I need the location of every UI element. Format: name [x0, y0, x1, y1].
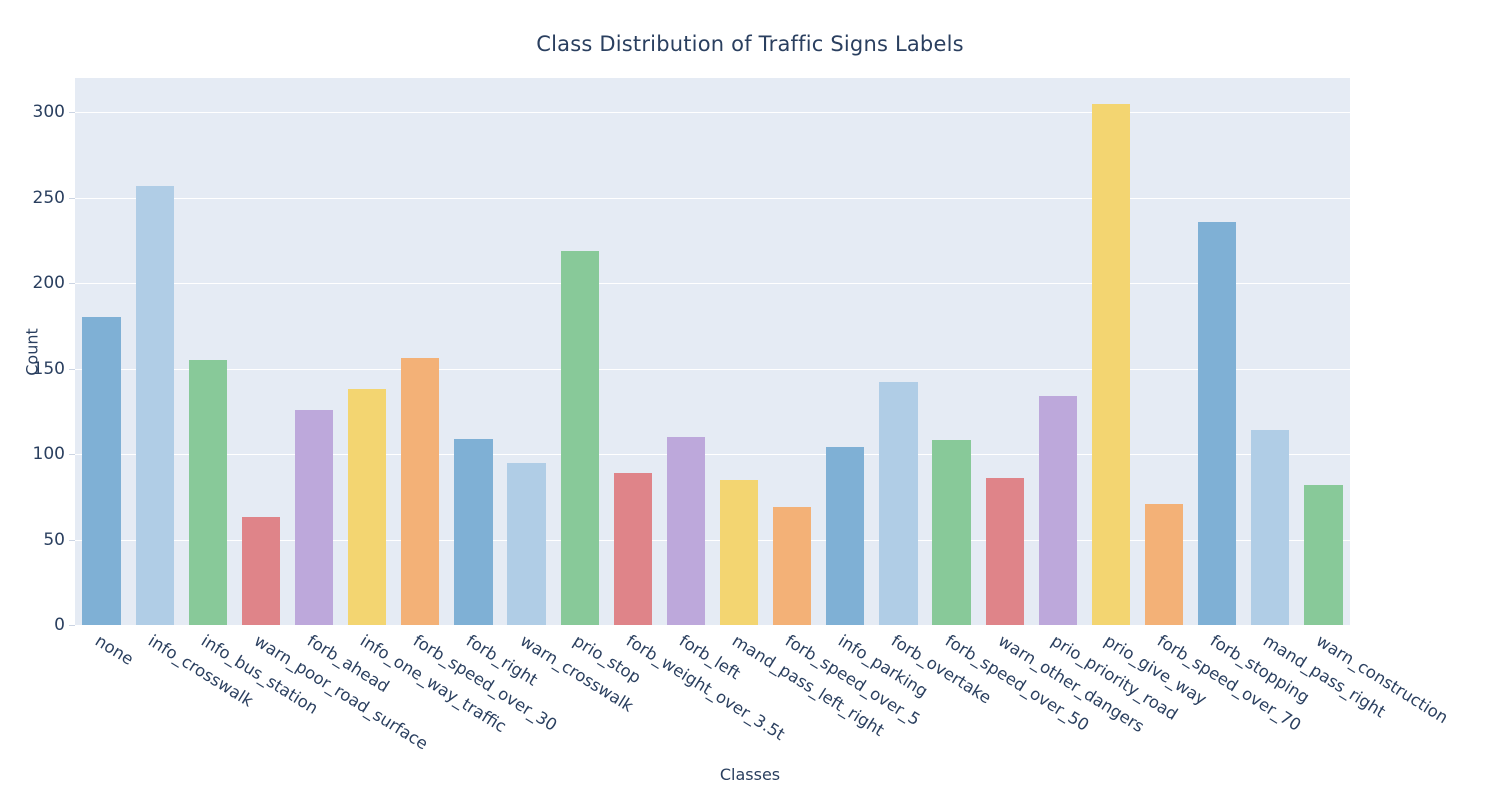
bar[interactable]: [1304, 484, 1343, 625]
bar-slot: [872, 78, 925, 625]
x-axis-title: Classes: [719, 765, 781, 784]
plot-area: [75, 78, 1350, 626]
bar[interactable]: [719, 479, 759, 625]
y-tick-label: 250: [32, 187, 65, 208]
bar-slot: [394, 78, 447, 625]
bar-slot: [288, 78, 341, 625]
gridline: [75, 539, 1350, 541]
y-tick-label: 50: [43, 529, 65, 550]
bar[interactable]: [82, 317, 121, 625]
bar[interactable]: [1144, 503, 1184, 625]
bar-slot: [181, 78, 234, 625]
bar-slot: [819, 78, 872, 625]
bar[interactable]: [1091, 103, 1131, 625]
bar[interactable]: [1251, 430, 1290, 625]
bar-slot: [75, 78, 128, 625]
y-tick-label: 0: [54, 615, 65, 635]
bar-slot: [1244, 78, 1297, 625]
y-tick-mark: [69, 625, 75, 626]
y-tick-mark: [69, 368, 75, 370]
bar[interactable]: [932, 440, 971, 625]
bar[interactable]: [241, 517, 281, 625]
bar-slot: [659, 78, 712, 625]
bar[interactable]: [1198, 221, 1237, 625]
y-tick-mark: [69, 197, 75, 199]
y-axis: Count 0 50 100 150 200 250 300: [0, 78, 75, 635]
bar-slot: [766, 78, 819, 625]
y-tick-label: 200: [32, 273, 65, 294]
bar-slot: [447, 78, 500, 625]
bar-slot: [234, 78, 287, 625]
bar[interactable]: [507, 462, 546, 625]
bar-slot: [1031, 78, 1084, 625]
y-axis-title: Count: [22, 327, 42, 376]
bar[interactable]: [560, 250, 599, 625]
bar[interactable]: [826, 447, 865, 625]
bar-slot: [925, 78, 978, 625]
y-tick-mark: [69, 454, 75, 456]
bar[interactable]: [613, 472, 652, 625]
bar-series: [75, 78, 1350, 625]
bar-slot: [341, 78, 394, 625]
bar[interactable]: [1038, 395, 1077, 625]
y-tick-mark: [69, 539, 75, 541]
bar[interactable]: [454, 438, 493, 625]
bar[interactable]: [348, 389, 387, 625]
bar-slot: [606, 78, 659, 625]
gridline: [75, 197, 1350, 199]
bar-slot: [553, 78, 606, 625]
bar[interactable]: [985, 478, 1024, 625]
page-title: Class Distribution of Traffic Signs Labe…: [536, 32, 964, 56]
bar-slot: [1084, 78, 1137, 625]
x-tick-label: none: [91, 631, 137, 669]
y-tick-mark: [69, 283, 75, 285]
gridline: [75, 625, 1350, 626]
bar-slot: [1297, 78, 1350, 625]
bar-slot: [1138, 78, 1191, 625]
bar[interactable]: [401, 358, 440, 625]
gridline: [75, 283, 1350, 285]
bar[interactable]: [666, 436, 706, 625]
y-tick-label: 300: [32, 102, 65, 123]
bar[interactable]: [773, 507, 812, 625]
bar-slot: [978, 78, 1031, 625]
gridline: [75, 368, 1350, 370]
bar-slot: [713, 78, 766, 625]
bar[interactable]: [188, 360, 227, 625]
gridline: [75, 454, 1350, 456]
bar[interactable]: [135, 185, 174, 625]
y-tick-label: 100: [32, 444, 65, 465]
bar-slot: [1191, 78, 1244, 625]
bar-slot: [500, 78, 553, 625]
bar[interactable]: [879, 382, 918, 625]
y-tick-label: 150: [32, 358, 65, 379]
bar-slot: [128, 78, 181, 625]
bar[interactable]: [294, 409, 334, 625]
gridline: [75, 112, 1350, 114]
y-tick-mark: [69, 112, 75, 114]
